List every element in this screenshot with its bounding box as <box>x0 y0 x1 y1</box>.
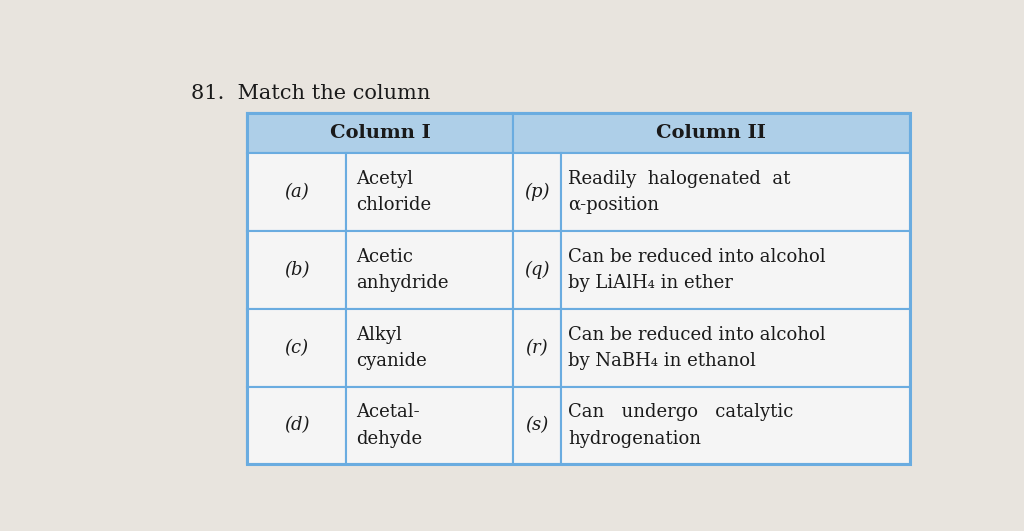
FancyBboxPatch shape <box>247 113 513 153</box>
FancyBboxPatch shape <box>247 387 346 465</box>
Text: (q): (q) <box>524 261 550 279</box>
FancyBboxPatch shape <box>513 153 560 231</box>
Text: Can   undergo   catalytic
hydrogenation: Can undergo catalytic hydrogenation <box>568 404 794 448</box>
FancyBboxPatch shape <box>247 153 346 231</box>
Text: (d): (d) <box>284 416 309 434</box>
Text: Column I: Column I <box>330 124 430 142</box>
Text: Readily  halogenated  at
α-position: Readily halogenated at α-position <box>568 170 791 215</box>
FancyBboxPatch shape <box>513 231 560 309</box>
Text: Can be reduced into alcohol
by NaBH₄ in ethanol: Can be reduced into alcohol by NaBH₄ in … <box>568 326 826 370</box>
Text: Acetyl
chloride: Acetyl chloride <box>355 170 431 215</box>
FancyBboxPatch shape <box>346 153 513 231</box>
Text: Acetal-
dehyde: Acetal- dehyde <box>355 404 422 448</box>
Text: 81.  Match the column: 81. Match the column <box>191 84 431 103</box>
Text: (s): (s) <box>525 416 548 434</box>
Text: (b): (b) <box>284 261 309 279</box>
FancyBboxPatch shape <box>560 309 909 387</box>
FancyBboxPatch shape <box>346 387 513 465</box>
FancyBboxPatch shape <box>560 231 909 309</box>
Text: Acetic
anhydride: Acetic anhydride <box>355 248 449 292</box>
FancyBboxPatch shape <box>346 309 513 387</box>
FancyBboxPatch shape <box>560 153 909 231</box>
Text: (p): (p) <box>524 183 550 201</box>
Text: Column II: Column II <box>656 124 766 142</box>
Text: (a): (a) <box>285 183 309 201</box>
FancyBboxPatch shape <box>513 387 560 465</box>
Text: (c): (c) <box>285 339 308 357</box>
FancyBboxPatch shape <box>513 113 909 153</box>
FancyBboxPatch shape <box>560 387 909 465</box>
FancyBboxPatch shape <box>247 309 346 387</box>
Text: (r): (r) <box>525 339 548 357</box>
FancyBboxPatch shape <box>513 309 560 387</box>
FancyBboxPatch shape <box>346 231 513 309</box>
Text: Alkyl
cyanide: Alkyl cyanide <box>355 326 427 370</box>
FancyBboxPatch shape <box>247 231 346 309</box>
Text: Can be reduced into alcohol
by LiAlH₄ in ether: Can be reduced into alcohol by LiAlH₄ in… <box>568 248 826 292</box>
